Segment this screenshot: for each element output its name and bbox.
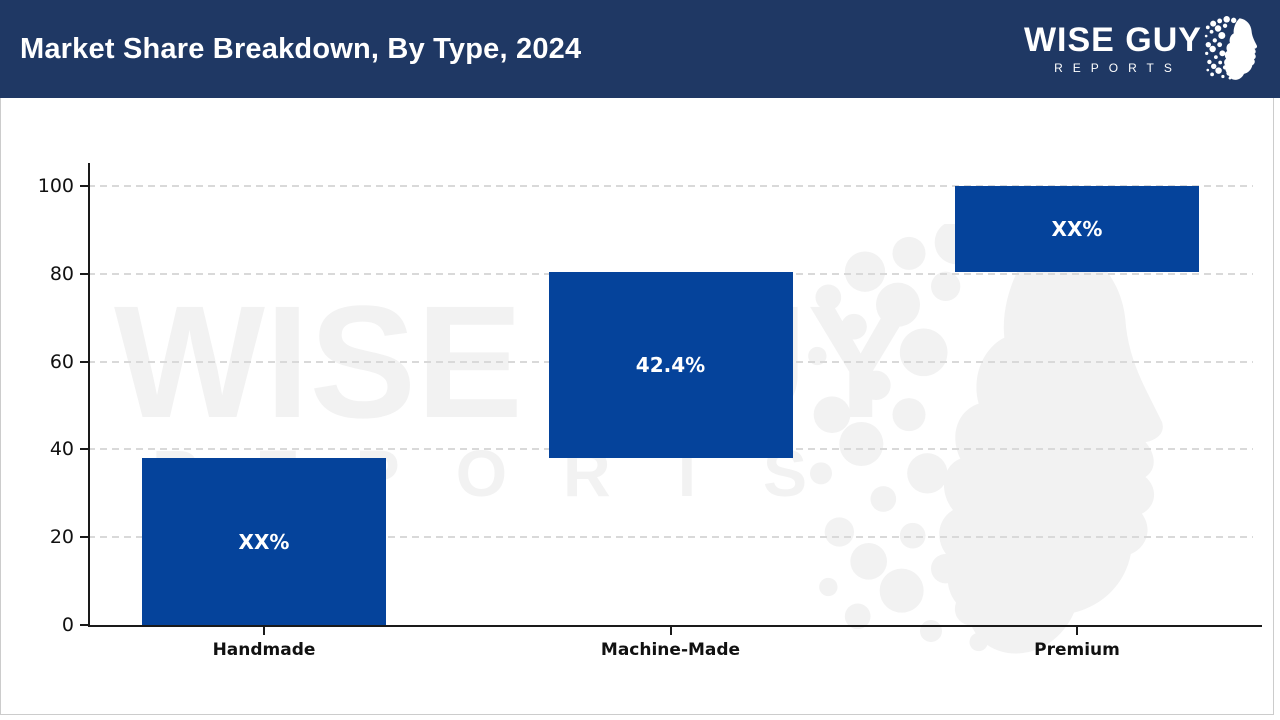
y-tick-label-80: 80 <box>49 262 74 285</box>
y-tick-80 <box>80 272 88 275</box>
y-tick-label-40: 40 <box>49 438 74 461</box>
gridline-100 <box>88 185 1253 187</box>
bar-value-label-premium: XX% <box>1051 217 1103 242</box>
x-tick-premium <box>1076 627 1078 635</box>
page-title: Market Share Breakdown, By Type, 2024 <box>20 32 582 65</box>
header-bar: Market Share Breakdown, By Type, 2024 WI… <box>0 0 1280 98</box>
brand-logo-text: WISE GUY REPORTS <box>1024 23 1202 75</box>
x-tick-label-handmade: Handmade <box>212 640 316 660</box>
y-tick-60 <box>80 360 88 363</box>
y-tick-0 <box>80 624 88 626</box>
x-axis-line <box>88 625 1262 627</box>
y-axis-line <box>88 163 90 627</box>
y-tick-100 <box>80 185 88 187</box>
y-tick-label-100: 100 <box>37 175 74 197</box>
x-tick-handmade <box>263 627 265 635</box>
y-tick-20 <box>80 536 88 539</box>
gridline-20 <box>88 536 1253 539</box>
x-tick-machine-made <box>669 627 672 635</box>
y-tick-label-0: 0 <box>61 614 74 636</box>
brand-face-icon <box>1204 14 1258 84</box>
bar-value-label-machine-made: 42.4% <box>635 353 706 378</box>
y-tick-label-20: 20 <box>49 526 74 549</box>
bar-value-label-handmade: XX% <box>238 529 290 554</box>
y-tick-label-60: 60 <box>49 350 74 373</box>
x-tick-label-machine-made: Machine-Made <box>600 640 741 660</box>
bar-handmade: XX% <box>142 458 386 625</box>
brand-subtitle: REPORTS <box>1054 61 1182 75</box>
brand-logo: WISE GUY REPORTS <box>1024 14 1258 84</box>
x-tick-label-premium: Premium <box>1034 640 1120 660</box>
y-tick-40 <box>80 448 88 451</box>
brand-name: WISE GUY <box>1023 21 1202 59</box>
bar-premium: XX% <box>955 186 1199 273</box>
bar-machine-made: 42.4% <box>548 272 793 459</box>
